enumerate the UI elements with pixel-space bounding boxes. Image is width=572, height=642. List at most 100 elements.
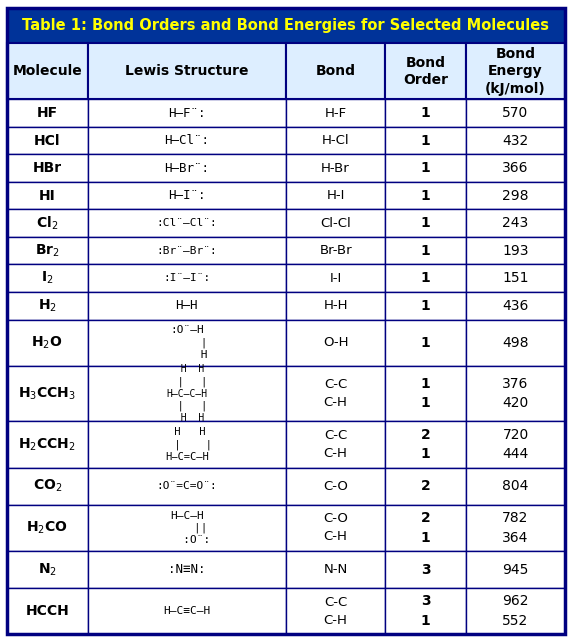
Text: 436: 436 [502, 299, 529, 313]
Bar [466, 366, 565, 421]
Bar [386, 265, 466, 292]
Text: 3: 3 [421, 562, 430, 577]
Text: H$_3$CCH$_3$: H$_3$CCH$_3$ [18, 385, 76, 402]
Text: C-C
C-H: C-C C-H [324, 378, 348, 409]
Text: H–H: H–H [176, 299, 198, 312]
Text: H-Br: H-Br [321, 162, 350, 175]
Bar [466, 320, 565, 366]
Bar [386, 505, 466, 551]
Bar [386, 182, 466, 209]
Text: :Ö=C=Ö:: :Ö=C=Ö: [156, 482, 217, 491]
Bar [286, 366, 386, 421]
Text: N$_2$: N$_2$ [38, 561, 57, 578]
Bar [466, 209, 565, 237]
Text: C-O
C-H: C-O C-H [323, 512, 348, 543]
Bar [286, 467, 386, 505]
Text: 193: 193 [502, 244, 529, 257]
Bar [7, 8, 565, 44]
Bar [7, 154, 88, 182]
Bar [7, 366, 88, 421]
Text: 243: 243 [502, 216, 529, 230]
Bar [7, 265, 88, 292]
Text: :Br̈–Br̈:: :Br̈–Br̈: [156, 246, 217, 256]
Bar [88, 44, 286, 100]
Text: 1: 1 [420, 189, 431, 203]
Text: 376
420: 376 420 [502, 377, 529, 410]
Bar [386, 320, 466, 366]
Bar [88, 467, 286, 505]
Text: 1
1: 1 1 [420, 377, 431, 410]
Bar [7, 320, 88, 366]
Bar [466, 100, 565, 126]
Bar [286, 551, 386, 588]
Text: 1: 1 [420, 244, 431, 257]
Text: 1: 1 [420, 161, 431, 175]
Text: O-H: O-H [323, 336, 348, 349]
Bar [386, 237, 466, 265]
Text: H–Ï:: H–Ï: [168, 189, 205, 202]
Bar [386, 209, 466, 237]
Text: :Ï–Ï:: :Ï–Ï: [163, 273, 210, 283]
Bar [466, 182, 565, 209]
Text: HBr: HBr [33, 161, 62, 175]
Text: 498: 498 [502, 336, 529, 350]
Bar [7, 588, 88, 634]
Bar [88, 237, 286, 265]
Text: Br-Br: Br-Br [319, 244, 352, 257]
Bar [386, 421, 466, 467]
Bar [286, 126, 386, 154]
Text: 432: 432 [502, 134, 529, 148]
Bar [286, 100, 386, 126]
Text: H$_2$CO: H$_2$CO [26, 519, 68, 536]
Bar [286, 265, 386, 292]
Text: HI: HI [39, 189, 55, 203]
Bar [286, 209, 386, 237]
Bar [88, 421, 286, 467]
Text: H$_2$: H$_2$ [38, 297, 57, 314]
Text: H  H
  |   |
H–C–C–H
  |   |
  H  H: H H | | H–C–C–H | | H H [166, 364, 207, 423]
Text: Cl$_2$: Cl$_2$ [36, 214, 58, 232]
Bar [88, 100, 286, 126]
Text: 804: 804 [502, 479, 529, 493]
Text: 2: 2 [420, 479, 431, 493]
Text: I$_2$: I$_2$ [41, 270, 53, 286]
Text: N-N: N-N [324, 563, 348, 576]
Bar [88, 154, 286, 182]
Text: 1: 1 [420, 271, 431, 285]
Bar [386, 154, 466, 182]
Text: Br$_2$: Br$_2$ [35, 243, 59, 259]
Bar [386, 366, 466, 421]
Text: H-F: H-F [324, 107, 347, 119]
Text: HCl: HCl [34, 134, 61, 148]
Text: H-I: H-I [327, 189, 345, 202]
Bar [7, 44, 88, 100]
Bar [286, 505, 386, 551]
Text: :N≡N:: :N≡N: [168, 563, 205, 576]
Text: 2
1: 2 1 [420, 511, 431, 544]
Bar [88, 588, 286, 634]
Bar [7, 126, 88, 154]
Bar [466, 421, 565, 467]
Text: I-I: I-I [329, 272, 341, 284]
Text: HF: HF [37, 106, 58, 120]
Text: 1: 1 [420, 134, 431, 148]
Text: Lewis Structure: Lewis Structure [125, 64, 248, 78]
Text: H$_2$O: H$_2$O [31, 334, 63, 351]
Text: CO$_2$: CO$_2$ [33, 478, 62, 494]
Bar [466, 467, 565, 505]
Bar [386, 588, 466, 634]
Bar [466, 588, 565, 634]
Text: Bond
Order: Bond Order [403, 56, 448, 87]
Text: C-O: C-O [323, 480, 348, 492]
Text: Bond
Energy
(kJ/mol): Bond Energy (kJ/mol) [485, 47, 546, 96]
Bar [7, 421, 88, 467]
Bar [88, 265, 286, 292]
Text: H-H: H-H [323, 299, 348, 312]
Text: H–C≡C–H: H–C≡C–H [163, 606, 210, 616]
Text: :Cl̈–Cl̈:: :Cl̈–Cl̈: [156, 218, 217, 228]
Bar [7, 505, 88, 551]
Text: 1: 1 [420, 106, 431, 120]
Bar [7, 551, 88, 588]
Text: H   H
  |    |
H–C=C–H: H H | | H–C=C–H [162, 428, 212, 462]
Bar [466, 44, 565, 100]
